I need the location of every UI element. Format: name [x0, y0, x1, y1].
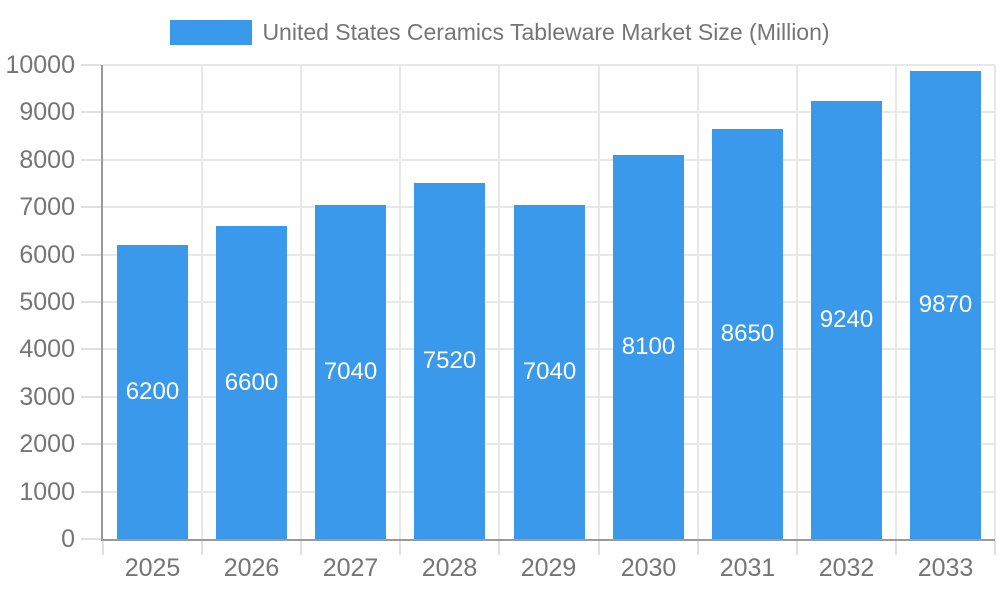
- x-axis-label: 2031: [719, 554, 776, 582]
- x-axis-label: 2028: [421, 554, 478, 582]
- y-axis-tick: [81, 206, 101, 208]
- x-axis-tick: [399, 541, 401, 555]
- y-axis-label: 3000: [19, 383, 75, 411]
- y-axis-tick: [81, 538, 101, 540]
- y-axis-label: 2000: [19, 430, 75, 458]
- x-axis-tick: [300, 541, 302, 555]
- legend[interactable]: United States Ceramics Tableware Market …: [0, 19, 1000, 46]
- x-axis-label: 2027: [322, 554, 379, 582]
- gridline-vertical: [598, 65, 600, 539]
- y-axis-label: 1000: [19, 478, 75, 506]
- y-axis-tick: [81, 491, 101, 493]
- gridline-vertical: [895, 65, 897, 539]
- x-axis-tick: [598, 541, 600, 555]
- y-axis-label: 4000: [19, 335, 75, 363]
- bar-value-label: 8100: [621, 333, 676, 360]
- y-axis-tick: [81, 301, 101, 303]
- y-axis-tick: [81, 443, 101, 445]
- y-axis-tick: [81, 159, 101, 161]
- bar-value-label: 7040: [323, 358, 378, 385]
- y-axis-label: 9000: [19, 98, 75, 126]
- bar[interactable]: 7520: [414, 183, 485, 539]
- x-axis-tick: [994, 541, 996, 555]
- bar-value-label: 7520: [422, 347, 477, 374]
- x-axis-label: 2029: [520, 554, 577, 582]
- gridline-vertical: [796, 65, 798, 539]
- y-axis-tick: [81, 348, 101, 350]
- x-axis-label: 2032: [818, 554, 875, 582]
- y-axis-tick: [81, 111, 101, 113]
- y-axis-label: 5000: [19, 288, 75, 316]
- x-axis-label: 2025: [124, 554, 181, 582]
- gridline-horizontal: [103, 64, 995, 66]
- bar-value-label: 9870: [918, 291, 973, 318]
- legend-label: United States Ceramics Tableware Market …: [262, 19, 830, 45]
- y-axis-label: 10000: [5, 51, 75, 79]
- y-axis-label: 8000: [19, 146, 75, 174]
- gridline-vertical: [994, 65, 996, 539]
- bar[interactable]: 9240: [811, 101, 882, 539]
- bar-value-label: 9240: [819, 306, 874, 333]
- gridline-vertical: [300, 65, 302, 539]
- x-axis-label: 2026: [223, 554, 280, 582]
- gridline-horizontal: [103, 111, 995, 113]
- bar-value-label: 8650: [720, 320, 775, 347]
- y-axis-label: 6000: [19, 241, 75, 269]
- x-axis-label: 2030: [620, 554, 677, 582]
- bar-value-label: 7040: [522, 358, 577, 385]
- bar[interactable]: 6600: [216, 226, 287, 539]
- x-axis-tick: [697, 541, 699, 555]
- plot-area: 10000 9000 8000 7000 6000 5000 4000 3000 2000 100…: [5, 53, 996, 582]
- x-axis-tick: [201, 541, 203, 555]
- x-axis-tick: [895, 541, 897, 555]
- y-axis-tick: [81, 64, 101, 66]
- x-axis-tick: [102, 541, 104, 555]
- x-axis-tick: [498, 541, 500, 555]
- y-axis-tick: [81, 254, 101, 256]
- gridline-horizontal: [103, 159, 995, 161]
- bar[interactable]: 8100: [613, 155, 684, 539]
- legend-swatch-icon: [170, 20, 253, 45]
- x-axis-tick: [796, 541, 798, 555]
- gridline-vertical: [498, 65, 500, 539]
- bar-value-label: 6200: [125, 378, 180, 405]
- bar-value-label: 6600: [224, 368, 279, 396]
- y-axis-tick: [81, 396, 101, 398]
- x-axis-label: 2033: [917, 554, 974, 582]
- gridline-vertical: [697, 65, 699, 539]
- bar[interactable]: 7040: [514, 205, 585, 539]
- bar[interactable]: 8650: [712, 129, 783, 539]
- gridline-vertical: [399, 65, 401, 539]
- bar[interactable]: 7040: [315, 205, 386, 539]
- gridline-vertical: [201, 65, 203, 539]
- bar[interactable]: 9870: [910, 71, 981, 539]
- y-axis-label: 0: [61, 525, 75, 553]
- bar[interactable]: 6200: [117, 245, 188, 539]
- y-axis-label: 7000: [19, 193, 75, 221]
